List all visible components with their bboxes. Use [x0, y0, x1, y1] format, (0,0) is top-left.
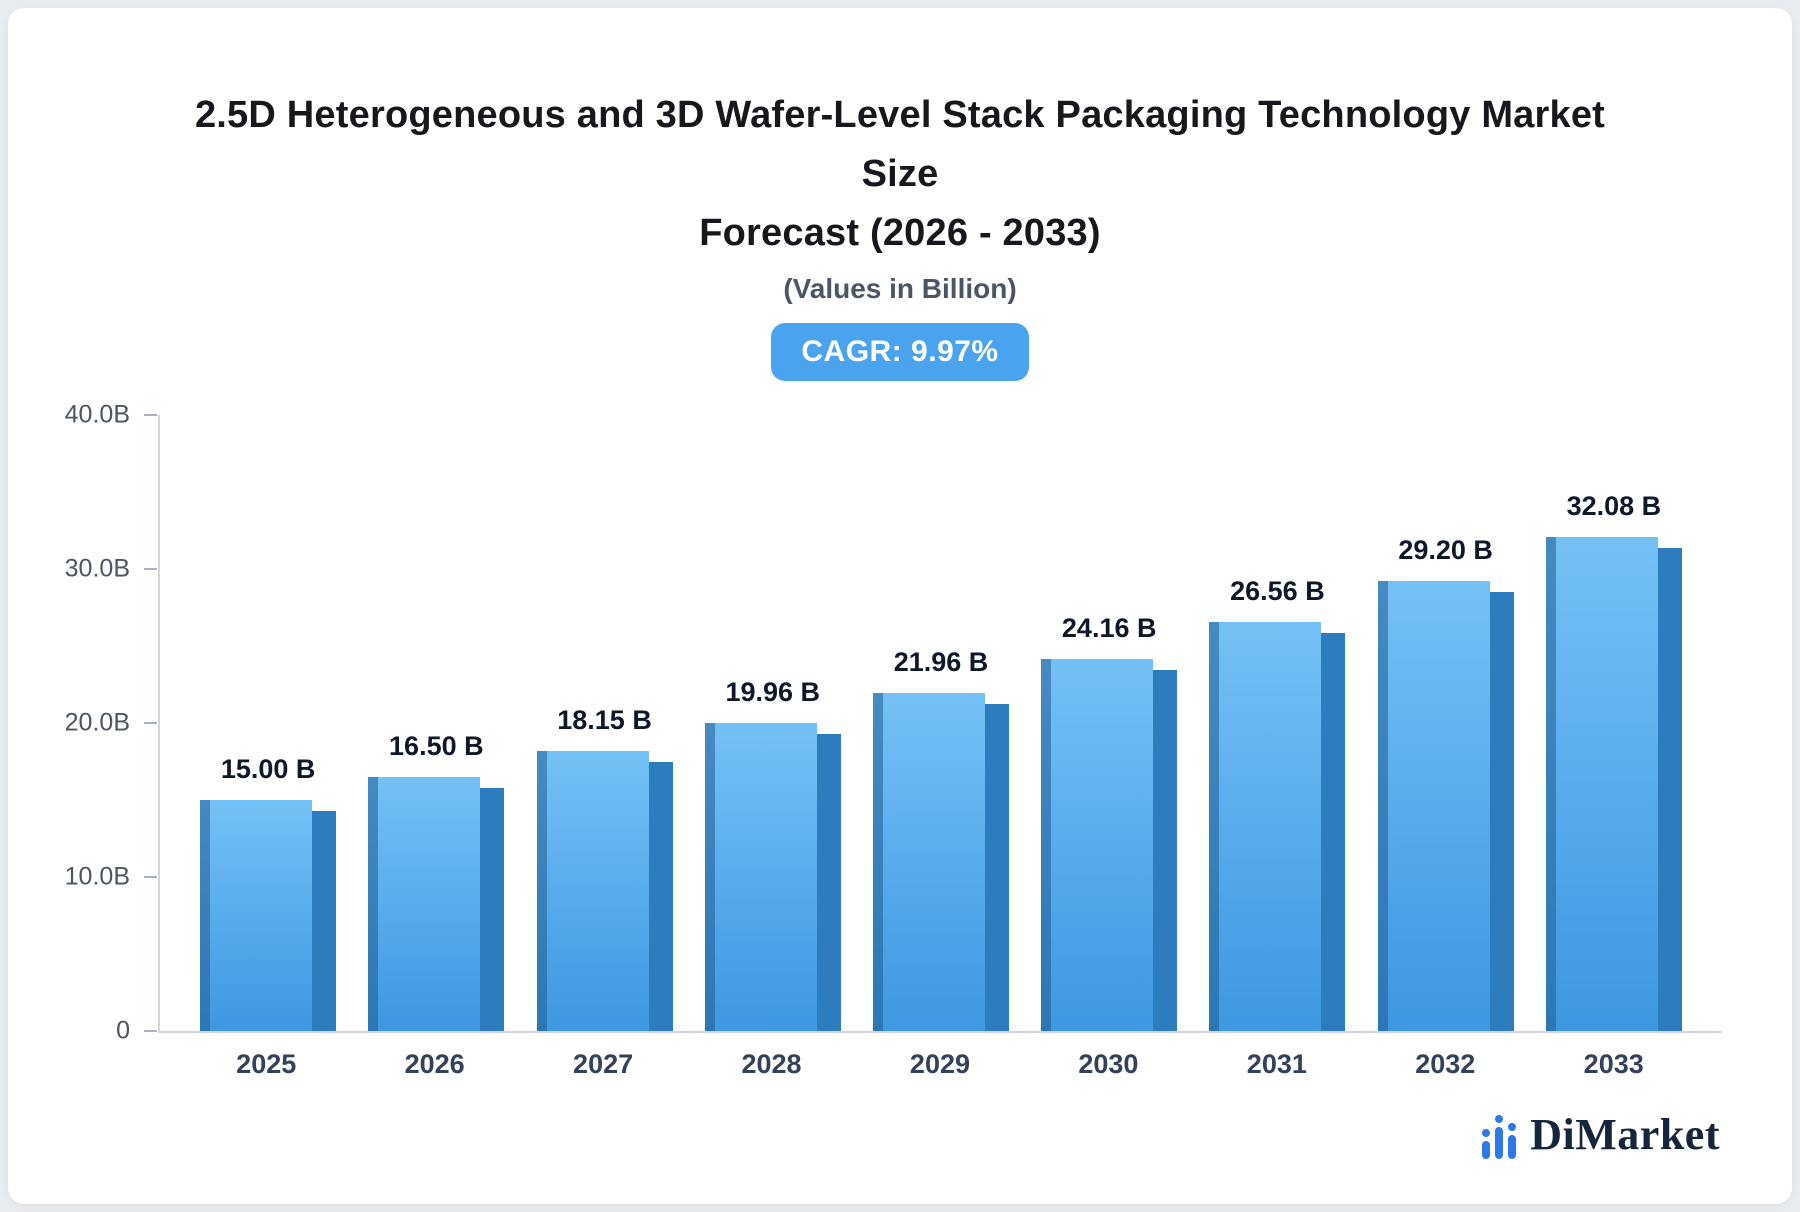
- x-axis-label: 2028: [741, 1048, 802, 1079]
- bar-value-label: 26.56 B: [1230, 575, 1325, 606]
- cagr-badge-wrap: CAGR: 9.97%: [8, 322, 1792, 381]
- bar: 26.56 B: [1209, 576, 1346, 1031]
- bar: 32.08 B: [1545, 491, 1682, 1031]
- bar-side: [1489, 592, 1514, 1031]
- bar: 16.50 B: [368, 731, 505, 1031]
- chart-header: 2.5D Heterogeneous and 3D Wafer-Level St…: [8, 8, 1792, 381]
- bar-side: [312, 810, 337, 1031]
- bar-side: [984, 703, 1009, 1031]
- bar-left-edge: [1041, 658, 1052, 1031]
- x-axis-label: 2025: [236, 1048, 297, 1079]
- x-axis: 2025 2026 2027 2028 2029 2030 2031 2032 2033: [158, 1033, 1722, 1080]
- plot-area: 0 10.0B 20.0B 30.0B 40.0B 15.00 B 16.50 B 18.1…: [65, 400, 1722, 1044]
- chart-title-line2: Forecast (2026 - 2033): [699, 211, 1101, 254]
- chart-title: 2.5D Heterogeneous and 3D Wafer-Level St…: [170, 86, 1630, 263]
- y-axis-tick: [144, 1029, 157, 1032]
- bar-value-label: 24.16 B: [1061, 612, 1157, 643]
- bar-face: [872, 692, 985, 1031]
- bar-value-label: 15.00 B: [220, 753, 316, 784]
- bar-face: [368, 776, 481, 1031]
- bar-slot: 24.16 B: [1025, 415, 1193, 1031]
- bar-left-edge: [200, 799, 211, 1031]
- bar: 21.96 B: [872, 647, 1009, 1031]
- x-axis-label: 2032: [1415, 1048, 1476, 1079]
- bar-slot: 18.15 B: [520, 415, 688, 1031]
- chart: 0 10.0B 20.0B 30.0B 40.0B 15.00 B 16.50 B 18.1…: [8, 400, 1792, 1080]
- bar-value-label: 16.50 B: [389, 730, 484, 761]
- chart-card: 2.5D Heterogeneous and 3D Wafer-Level St…: [8, 8, 1792, 1204]
- bar: 19.96 B: [704, 677, 841, 1031]
- bar: 29.20 B: [1377, 535, 1514, 1031]
- bars-row: 15.00 B 16.50 B 18.15 B 19.96 B 21.96 B 24.16…: [160, 415, 1722, 1031]
- bar-side: [648, 762, 673, 1031]
- bar-left-edge: [1545, 536, 1556, 1031]
- bar-slot: 26.56 B: [1193, 415, 1361, 1031]
- bar-chart-icon: [1482, 1111, 1517, 1159]
- bar-slot: 16.50 B: [352, 415, 520, 1031]
- brand-name: DiMarket: [1530, 1110, 1720, 1159]
- x-axis-label: 2029: [909, 1048, 970, 1079]
- y-axis-tick-label: 30.0B: [64, 554, 130, 583]
- y-axis-tick-label: 10.0B: [64, 862, 130, 891]
- bar-side: [1153, 669, 1178, 1031]
- bar-face: [200, 799, 313, 1031]
- bar-side: [1657, 547, 1682, 1031]
- bar-left-edge: [872, 692, 883, 1031]
- bar-face: [1377, 581, 1490, 1031]
- bar-value-label: 29.20 B: [1398, 535, 1493, 565]
- bar-slot: 21.96 B: [857, 415, 1025, 1031]
- bar-left-edge: [368, 776, 379, 1031]
- x-axis-label: 2027: [573, 1048, 634, 1079]
- bar: 15.00 B: [200, 754, 337, 1031]
- bar-side: [816, 734, 841, 1031]
- bar-side: [1321, 632, 1346, 1031]
- bar-face: [1545, 536, 1658, 1031]
- y-axis-tick-label: 40.0B: [64, 400, 130, 429]
- x-axis-label: 2026: [404, 1048, 465, 1079]
- bar-side: [480, 787, 505, 1031]
- y-axis-tick-label: 20.0B: [64, 708, 130, 737]
- chart-title-line1: 2.5D Heterogeneous and 3D Wafer-Level St…: [194, 94, 1606, 195]
- cagr-badge: CAGR: 9.97%: [771, 322, 1029, 381]
- chart-subtitle: (Values in Billion): [783, 272, 1017, 304]
- dimarket-logo: DiMarket: [1482, 1109, 1720, 1160]
- bar-value-label: 21.96 B: [893, 646, 989, 677]
- bar-face: [536, 751, 649, 1031]
- y-axis-tick: [144, 413, 157, 416]
- bar-face: [1209, 621, 1322, 1031]
- bar-left-edge: [704, 723, 715, 1031]
- bar-value-label: 19.96 B: [725, 677, 821, 708]
- bar-value-label: 32.08 B: [1566, 490, 1662, 521]
- y-axis-tick: [144, 721, 157, 724]
- y-axis-tick: [144, 875, 157, 878]
- bar-slot: 32.08 B: [1530, 415, 1698, 1031]
- bar: 18.15 B: [536, 705, 673, 1031]
- bar-left-edge: [1209, 621, 1220, 1031]
- x-axis-label: 2031: [1246, 1048, 1307, 1079]
- bar-face: [1041, 658, 1154, 1031]
- bar-face: [704, 723, 817, 1031]
- bar-slot: 29.20 B: [1362, 415, 1530, 1031]
- x-axis-label: 2030: [1078, 1048, 1139, 1079]
- bar-slot: 15.00 B: [184, 415, 352, 1031]
- bar: 24.16 B: [1041, 613, 1178, 1031]
- x-axis-label: 2033: [1583, 1048, 1644, 1079]
- y-axis-tick: [144, 567, 157, 570]
- bar-slot: 19.96 B: [689, 415, 857, 1031]
- bar-left-edge: [536, 751, 547, 1031]
- bar-value-label: 18.15 B: [557, 705, 652, 736]
- y-axis-tick-label: 0: [116, 1016, 130, 1045]
- bar-left-edge: [1377, 581, 1388, 1031]
